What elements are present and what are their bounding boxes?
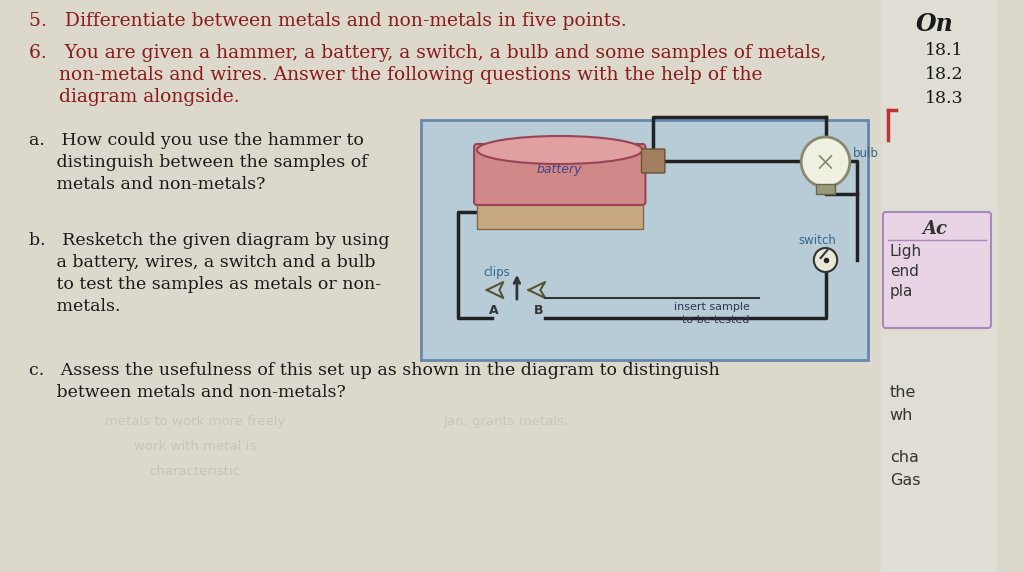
Text: distinguish between the samples of: distinguish between the samples of <box>30 154 368 171</box>
Text: On: On <box>915 12 953 36</box>
Text: 5.   Differentiate between metals and non-metals in five points.: 5. Differentiate between metals and non-… <box>30 12 627 30</box>
Text: switch: switch <box>799 234 836 247</box>
Text: metals to work more freely: metals to work more freely <box>104 415 285 428</box>
FancyBboxPatch shape <box>421 120 868 360</box>
Bar <box>477 187 642 229</box>
FancyBboxPatch shape <box>641 149 665 173</box>
Text: Jan, grants metals,: Jan, grants metals, <box>443 415 568 428</box>
Text: 18.3: 18.3 <box>925 90 964 107</box>
Text: to be tested: to be tested <box>682 315 750 325</box>
Text: a.   How could you use the hammer to: a. How could you use the hammer to <box>30 132 365 149</box>
Text: battery: battery <box>537 164 583 177</box>
Text: insert sample: insert sample <box>674 302 750 312</box>
Text: diagram alongside.: diagram alongside. <box>30 88 240 106</box>
Text: the: the <box>890 385 916 400</box>
Circle shape <box>801 137 850 187</box>
Text: A: A <box>488 304 499 317</box>
Bar <box>816 184 836 194</box>
Text: Gas: Gas <box>890 473 921 488</box>
Text: characteristic: characteristic <box>150 465 241 478</box>
FancyBboxPatch shape <box>883 212 991 328</box>
Text: to test the samples as metals or non-: to test the samples as metals or non- <box>30 276 381 293</box>
Bar <box>881 0 996 572</box>
Text: B: B <box>534 304 543 317</box>
Text: Ligh: Ligh <box>890 244 922 259</box>
Text: work with metal is: work with metal is <box>133 440 256 453</box>
Text: 18.1: 18.1 <box>925 42 964 59</box>
Text: Ac: Ac <box>922 220 947 238</box>
Text: clips: clips <box>483 266 511 279</box>
Text: 18.2: 18.2 <box>925 66 964 83</box>
Text: b.   Resketch the given diagram by using: b. Resketch the given diagram by using <box>30 232 390 249</box>
Text: c.   Assess the usefulness of this set up as shown in the diagram to distinguish: c. Assess the usefulness of this set up … <box>30 362 720 379</box>
Text: non-metals and wires. Answer the following questions with the help of the: non-metals and wires. Answer the followi… <box>30 66 763 84</box>
Ellipse shape <box>477 136 642 164</box>
Text: between metals and non-metals?: between metals and non-metals? <box>30 384 346 401</box>
Text: metals and non-metals?: metals and non-metals? <box>30 176 265 193</box>
Text: pla: pla <box>890 284 913 299</box>
Text: cha: cha <box>890 450 919 465</box>
Circle shape <box>814 248 838 272</box>
Text: 6.   You are given a hammer, a battery, a switch, a bulb and some samples of met: 6. You are given a hammer, a battery, a … <box>30 44 826 62</box>
Text: bulb: bulb <box>853 147 879 160</box>
Text: end: end <box>890 264 919 279</box>
Text: metals.: metals. <box>30 298 121 315</box>
Text: wh: wh <box>890 408 913 423</box>
Text: a battery, wires, a switch and a bulb: a battery, wires, a switch and a bulb <box>30 254 376 271</box>
FancyBboxPatch shape <box>474 144 645 205</box>
